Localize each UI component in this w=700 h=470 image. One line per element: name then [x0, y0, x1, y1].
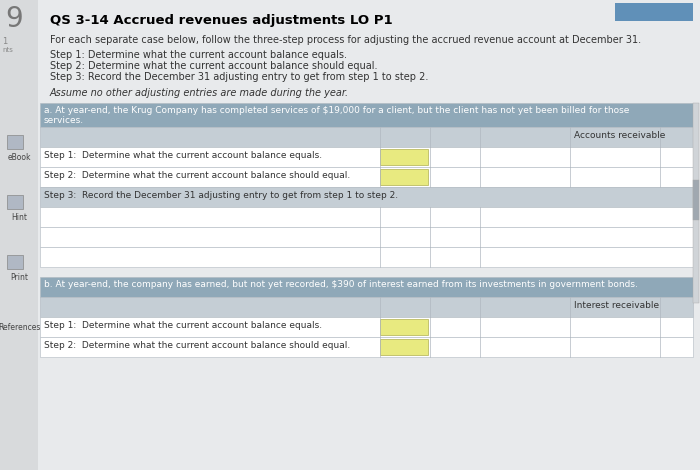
- Text: Step 1:  Determine what the current account balance equals.: Step 1: Determine what the current accou…: [44, 151, 322, 160]
- Bar: [40, 127, 693, 147]
- Bar: [40, 187, 693, 207]
- Bar: [380, 169, 428, 185]
- Text: Hint: Hint: [11, 213, 27, 222]
- Text: a. At year-end, the Krug Company has completed services of $19,000 for a client,: a. At year-end, the Krug Company has com…: [44, 106, 629, 125]
- Text: Step 2:  Determine what the current account balance should equal.: Step 2: Determine what the current accou…: [44, 341, 350, 350]
- Text: Accounts receivable: Accounts receivable: [574, 131, 666, 140]
- Text: 9: 9: [5, 5, 22, 33]
- Text: Assume no other adjusting entries are made during the year.: Assume no other adjusting entries are ma…: [50, 88, 349, 98]
- Bar: [693, 103, 699, 303]
- Text: Step 2:  Determine what the current account balance should equal.: Step 2: Determine what the current accou…: [44, 171, 350, 180]
- Bar: [40, 207, 693, 227]
- Bar: [615, 3, 693, 21]
- Bar: [40, 167, 693, 187]
- Text: Print: Print: [10, 273, 28, 282]
- Text: For each separate case below, follow the three-step process for adjusting the ac: For each separate case below, follow the…: [50, 35, 641, 45]
- Bar: [40, 247, 693, 267]
- Text: Step 1: Determine what the current account balance equals.: Step 1: Determine what the current accou…: [50, 50, 347, 60]
- Bar: [40, 297, 693, 317]
- Bar: [380, 149, 428, 165]
- Bar: [380, 319, 428, 335]
- Text: QS 3-14 Accrued revenues adjustments LO P1: QS 3-14 Accrued revenues adjustments LO …: [50, 14, 393, 27]
- Bar: [693, 180, 699, 220]
- Text: Step 3:  Record the December 31 adjusting entry to get from step 1 to step 2.: Step 3: Record the December 31 adjusting…: [44, 191, 398, 200]
- Text: b. At year-end, the company has earned, but not yet recorded, $390 of interest e: b. At year-end, the company has earned, …: [44, 280, 638, 289]
- Bar: [0, 0, 38, 470]
- Text: Step 3: Record the December 31 adjusting entry to get from step 1 to step 2.: Step 3: Record the December 31 adjusting…: [50, 72, 428, 82]
- Bar: [40, 317, 693, 337]
- Text: References: References: [0, 323, 40, 332]
- Bar: [40, 103, 693, 127]
- Bar: [7, 135, 23, 149]
- Text: Interest receivable: Interest receivable: [574, 301, 659, 310]
- Bar: [40, 227, 693, 247]
- Bar: [40, 277, 693, 297]
- Text: Step 1:  Determine what the current account balance equals.: Step 1: Determine what the current accou…: [44, 321, 322, 330]
- Bar: [40, 147, 693, 167]
- Text: nts: nts: [2, 47, 13, 53]
- Bar: [7, 195, 23, 209]
- Text: 1: 1: [2, 37, 7, 46]
- Text: eBook: eBook: [7, 153, 31, 162]
- Bar: [380, 339, 428, 355]
- Bar: [40, 337, 693, 357]
- Text: Step 2: Determine what the current account balance should equal.: Step 2: Determine what the current accou…: [50, 61, 377, 71]
- Bar: [7, 255, 23, 269]
